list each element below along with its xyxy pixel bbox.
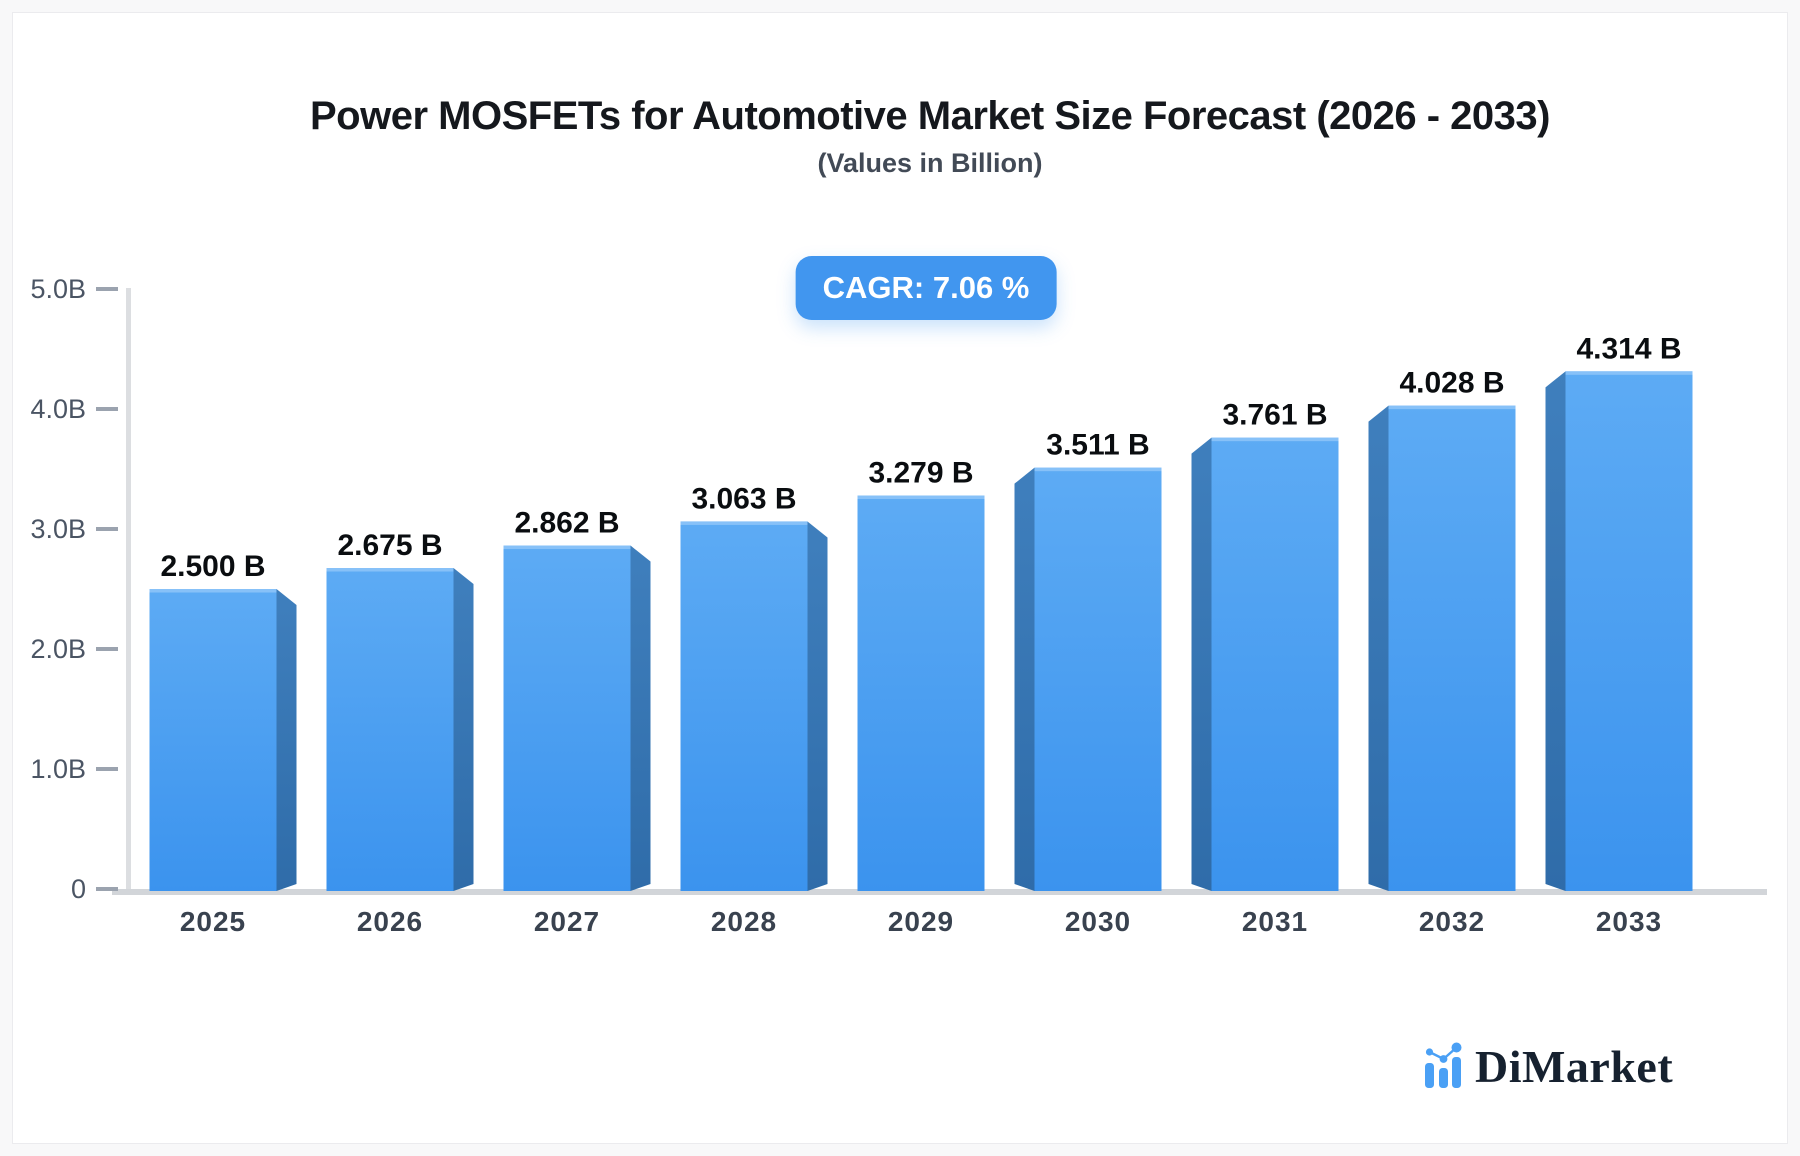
y-axis-tick — [96, 287, 118, 291]
bar-value-label: 2.862 B — [514, 507, 619, 540]
bar-side-face — [276, 589, 297, 891]
y-axis-tick — [96, 647, 118, 651]
y-axis-line — [126, 288, 131, 895]
bar-group-2031[interactable] — [1191, 437, 1339, 891]
y-axis-label: 2.0B — [30, 634, 86, 664]
bar-value-label: 2.500 B — [160, 550, 265, 583]
y-axis-tick — [96, 527, 118, 531]
bar-group-2026[interactable] — [326, 568, 474, 891]
bar-top-highlight — [857, 495, 985, 500]
x-axis-label: 2030 — [1065, 906, 1131, 937]
bar-side-face — [807, 521, 828, 891]
x-axis-label: 2033 — [1596, 906, 1662, 937]
x-axis-label: 2031 — [1242, 906, 1308, 937]
bar-value-label: 4.314 B — [1576, 332, 1681, 365]
bar-value-label: 4.028 B — [1399, 367, 1504, 400]
x-axis-label: 2025 — [180, 906, 246, 937]
bar-chart-icon — [1425, 1042, 1462, 1088]
bar-group-2029[interactable] — [857, 495, 985, 891]
bar-group-2032[interactable] — [1368, 405, 1516, 891]
x-axis-line — [112, 889, 1767, 895]
bar-group-2030[interactable] — [1014, 467, 1162, 891]
bar-side-face — [453, 568, 474, 891]
bar-value-label: 3.279 B — [868, 457, 973, 490]
x-axis-label: 2028 — [711, 906, 777, 937]
brand-name: DiMarket — [1475, 1040, 1674, 1092]
y-axis-tick — [96, 767, 118, 771]
bar-face — [1034, 467, 1162, 891]
bar-face — [1211, 437, 1339, 891]
bar-side-face — [1191, 437, 1212, 891]
bar-face — [1388, 405, 1516, 891]
bar-top-highlight — [680, 521, 808, 525]
bar-face — [503, 545, 631, 891]
y-axis-label: 3.0B — [30, 514, 86, 544]
x-axis-label: 2027 — [534, 906, 600, 937]
page-subtitle: (Values in Billion) — [817, 148, 1043, 178]
x-axis-label: 2026 — [357, 906, 423, 937]
y-axis-label: 4.0B — [30, 394, 86, 424]
bar-face — [1565, 371, 1693, 891]
bar-top-highlight — [1565, 371, 1693, 375]
bar-side-face — [630, 545, 651, 891]
bar-group-2025[interactable] — [149, 589, 297, 891]
y-axis-label: 0 — [71, 874, 86, 904]
bar-face — [149, 589, 277, 891]
bar-face — [857, 495, 985, 891]
bar-side-face — [1014, 467, 1035, 891]
bar-group-2028[interactable] — [680, 521, 828, 891]
y-axis-tick — [96, 887, 118, 891]
bar-top-highlight — [1211, 437, 1339, 442]
bar-value-label: 3.511 B — [1046, 429, 1149, 462]
bar-side-face — [1545, 371, 1566, 891]
bar-top-highlight — [1034, 467, 1162, 472]
bar-group-2033[interactable] — [1545, 371, 1693, 891]
x-axis-label: 2029 — [888, 906, 954, 937]
bar-top-highlight — [326, 568, 454, 572]
bar-face — [680, 521, 808, 891]
y-axis-label: 1.0B — [30, 754, 86, 784]
bar-face — [326, 568, 454, 891]
y-axis-label: 5.0B — [30, 274, 86, 304]
bar-group-2027[interactable] — [503, 545, 651, 891]
bar-value-label: 3.063 B — [691, 482, 796, 515]
x-axis-label: 2032 — [1419, 906, 1485, 937]
bar-top-highlight — [503, 545, 631, 550]
brand-logo: DiMarket — [1424, 1040, 1674, 1092]
bar-top-highlight — [1388, 405, 1516, 410]
bar-top-highlight — [149, 589, 277, 593]
page-title: Power MOSFETs for Automotive Market Size… — [310, 94, 1550, 138]
bar-side-face — [1368, 405, 1389, 891]
bar-value-label: 3.761 B — [1222, 399, 1327, 432]
bar-value-label: 2.675 B — [337, 529, 442, 562]
y-axis-tick — [96, 407, 118, 411]
cagr-badge: CAGR: 7.06 % — [795, 256, 1057, 320]
